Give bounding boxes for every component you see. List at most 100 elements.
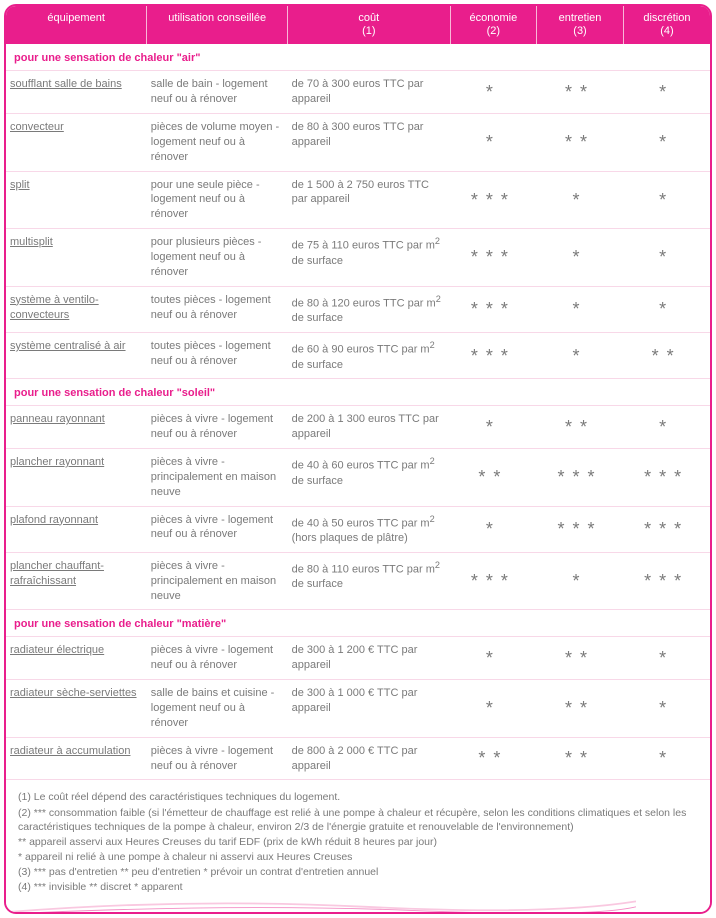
cell-equipment: convecteur bbox=[6, 114, 147, 172]
cell-equipment: radiateur à accumulation bbox=[6, 737, 147, 780]
table-row: système centralisé à air toutes pièces - … bbox=[6, 333, 710, 379]
section-header: pour une sensation de chaleur "matière" bbox=[6, 610, 710, 637]
cell-usage: pièces à vivre - principalement en maiso… bbox=[147, 552, 288, 610]
footnote-line: (1) Le coût réel dépend des caractéristi… bbox=[18, 790, 698, 804]
equipment-link[interactable]: multisplit bbox=[10, 236, 53, 248]
cell-usage: pièces à vivre - logement neuf ou à réno… bbox=[147, 637, 288, 680]
col-economy: économie(2) bbox=[450, 6, 537, 44]
table-row: soufflant salle de bains salle de bain - … bbox=[6, 71, 710, 114]
table-row: plafond rayonnantpièces à vivre - logeme… bbox=[6, 506, 710, 552]
col-discretion: discrétion(4) bbox=[623, 6, 710, 44]
cell-economy: * bbox=[450, 406, 537, 449]
cell-usage: toutes pièces - logement neuf ou à rénov… bbox=[147, 333, 288, 379]
equipment-link[interactable]: panneau rayonnant bbox=[10, 413, 105, 425]
table-row: panneau rayonnant pièces à vivre - logeme… bbox=[6, 406, 710, 449]
equipment-link[interactable]: convecteur bbox=[10, 121, 64, 133]
footnote-line: (4) *** invisible ** discret * apparent bbox=[18, 880, 698, 894]
cell-cost: de 75 à 110 euros TTC par m2 de surface bbox=[288, 229, 450, 287]
cell-maintenance: *** bbox=[537, 506, 624, 552]
cell-equipment: système centralisé à air bbox=[6, 333, 147, 379]
cell-usage: salle de bains et cuisine - logement neu… bbox=[147, 680, 288, 738]
equipment-link[interactable]: soufflant salle de bains bbox=[10, 78, 122, 90]
cell-discretion: * bbox=[623, 114, 710, 172]
col-maintenance: entretien(3) bbox=[537, 6, 624, 44]
cell-economy: ** bbox=[450, 449, 537, 507]
cell-discretion: *** bbox=[623, 552, 710, 610]
cell-economy: *** bbox=[450, 229, 537, 287]
equipment-link[interactable]: split bbox=[10, 179, 30, 191]
cell-usage: pièces de volume moyen - logement neuf o… bbox=[147, 114, 288, 172]
cell-discretion: ** bbox=[623, 333, 710, 379]
cell-economy: * bbox=[450, 71, 537, 114]
cell-economy: * bbox=[450, 506, 537, 552]
cell-economy: *** bbox=[450, 171, 537, 229]
cell-cost: de 300 à 1 000 € TTC par appareil bbox=[288, 680, 450, 738]
cell-economy: *** bbox=[450, 552, 537, 610]
equipment-link[interactable]: système à ventilo-convecteurs bbox=[10, 294, 99, 321]
cell-maintenance: * bbox=[537, 552, 624, 610]
cell-economy: * bbox=[450, 114, 537, 172]
cell-maintenance: ** bbox=[537, 637, 624, 680]
footnote-line: (2) *** consommation faible (si l'émette… bbox=[18, 806, 698, 834]
table-row: convecteur pièces de volume moyen - logem… bbox=[6, 114, 710, 172]
cell-equipment: plancher rayonnant bbox=[6, 449, 147, 507]
cell-cost: de 40 à 60 euros TTC par m2 de surface bbox=[288, 449, 450, 507]
table-row: plancher chauffant-rafraîchissant pièces … bbox=[6, 552, 710, 610]
cell-discretion: * bbox=[623, 171, 710, 229]
cell-cost: de 70 à 300 euros TTC par appareil bbox=[288, 71, 450, 114]
decorative-swoosh bbox=[6, 896, 636, 914]
cell-usage: pièces à vivre - principalement en maiso… bbox=[147, 449, 288, 507]
heating-comparison-table: équipement utilisation conseillée coût(1… bbox=[4, 4, 712, 914]
cell-maintenance: * bbox=[537, 333, 624, 379]
table-row: plancher rayonnant pièces à vivre - princ… bbox=[6, 449, 710, 507]
cell-discretion: *** bbox=[623, 449, 710, 507]
cell-maintenance: ** bbox=[537, 680, 624, 738]
table-row: système à ventilo-convecteurstoutes pièc… bbox=[6, 286, 710, 332]
cell-equipment: soufflant salle de bains bbox=[6, 71, 147, 114]
cell-discretion: * bbox=[623, 406, 710, 449]
cell-economy: *** bbox=[450, 333, 537, 379]
cell-usage: salle de bain - logement neuf ou à rénov… bbox=[147, 71, 288, 114]
table-row: radiateur à accumulationpièces à vivre -… bbox=[6, 737, 710, 780]
col-usage: utilisation conseillée bbox=[147, 6, 288, 44]
cell-cost: de 200 à 1 300 euros TTC par appareil bbox=[288, 406, 450, 449]
equipment-link[interactable]: plafond rayonnant bbox=[10, 514, 98, 526]
equipment-link[interactable]: radiateur électrique bbox=[10, 644, 104, 656]
cell-discretion: * bbox=[623, 737, 710, 780]
cell-equipment: split bbox=[6, 171, 147, 229]
cell-equipment: radiateur électrique bbox=[6, 637, 147, 680]
cell-maintenance: ** bbox=[537, 406, 624, 449]
cell-discretion: * bbox=[623, 637, 710, 680]
footnote-line: * appareil ni relié à une pompe à chaleu… bbox=[18, 850, 698, 864]
table-row: multisplit pour plusieurs pièces - logeme… bbox=[6, 229, 710, 287]
cell-discretion: *** bbox=[623, 506, 710, 552]
section-title: pour une sensation de chaleur "air" bbox=[6, 44, 710, 71]
cell-equipment: plancher chauffant-rafraîchissant bbox=[6, 552, 147, 610]
equipment-link[interactable]: système centralisé à air bbox=[10, 340, 126, 352]
cell-equipment: radiateur sèche-serviettes bbox=[6, 680, 147, 738]
cell-economy: * bbox=[450, 637, 537, 680]
cell-cost: de 80 à 300 euros TTC par appareil bbox=[288, 114, 450, 172]
col-equipment: équipement bbox=[6, 6, 147, 44]
equipment-link[interactable]: radiateur sèche-serviettes bbox=[10, 687, 137, 699]
cell-usage: pour plusieurs pièces - logement neuf ou… bbox=[147, 229, 288, 287]
cell-maintenance: * bbox=[537, 171, 624, 229]
equipment-link[interactable]: radiateur à accumulation bbox=[10, 745, 130, 757]
section-title: pour une sensation de chaleur "matière" bbox=[6, 610, 710, 637]
cell-discretion: * bbox=[623, 680, 710, 738]
cell-discretion: * bbox=[623, 71, 710, 114]
cell-maintenance: ** bbox=[537, 71, 624, 114]
cell-equipment: système à ventilo-convecteurs bbox=[6, 286, 147, 332]
section-title: pour une sensation de chaleur "soleil" bbox=[6, 379, 710, 406]
cell-cost: de 800 à 2 000 € TTC par appareil bbox=[288, 737, 450, 780]
section-header: pour une sensation de chaleur "soleil" bbox=[6, 379, 710, 406]
cell-cost: de 40 à 50 euros TTC par m2 (hors plaque… bbox=[288, 506, 450, 552]
section-header: pour une sensation de chaleur "air" bbox=[6, 44, 710, 71]
equipment-link[interactable]: plancher chauffant-rafraîchissant bbox=[10, 560, 104, 587]
cell-usage: pièces à vivre - logement neuf ou à réno… bbox=[147, 406, 288, 449]
col-cost: coût(1) bbox=[288, 6, 450, 44]
equipment-link[interactable]: plancher rayonnant bbox=[10, 456, 104, 468]
cell-usage: pour une seule pièce - logement neuf ou … bbox=[147, 171, 288, 229]
cell-equipment: plafond rayonnant bbox=[6, 506, 147, 552]
footnotes: (1) Le coût réel dépend des caractéristi… bbox=[6, 780, 710, 911]
